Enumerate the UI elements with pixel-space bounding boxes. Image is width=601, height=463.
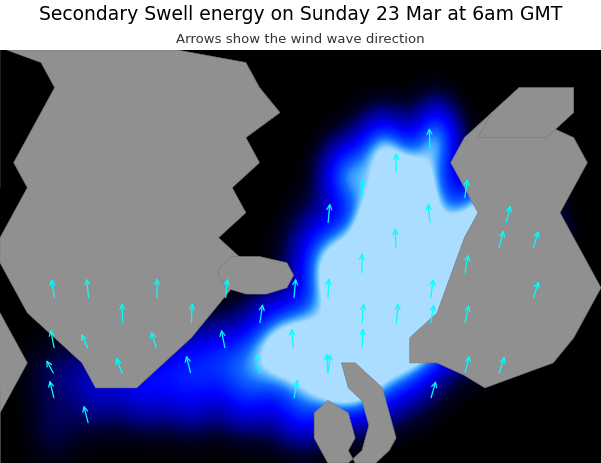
Polygon shape (410, 113, 601, 388)
Polygon shape (219, 257, 294, 294)
Polygon shape (314, 363, 396, 463)
Polygon shape (0, 50, 27, 463)
Polygon shape (478, 88, 574, 138)
Text: Arrows show the wind wave direction: Arrows show the wind wave direction (176, 32, 425, 45)
Polygon shape (0, 50, 280, 388)
Text: Secondary Swell energy on Sunday 23 Mar at 6am GMT: Secondary Swell energy on Sunday 23 Mar … (39, 5, 562, 24)
